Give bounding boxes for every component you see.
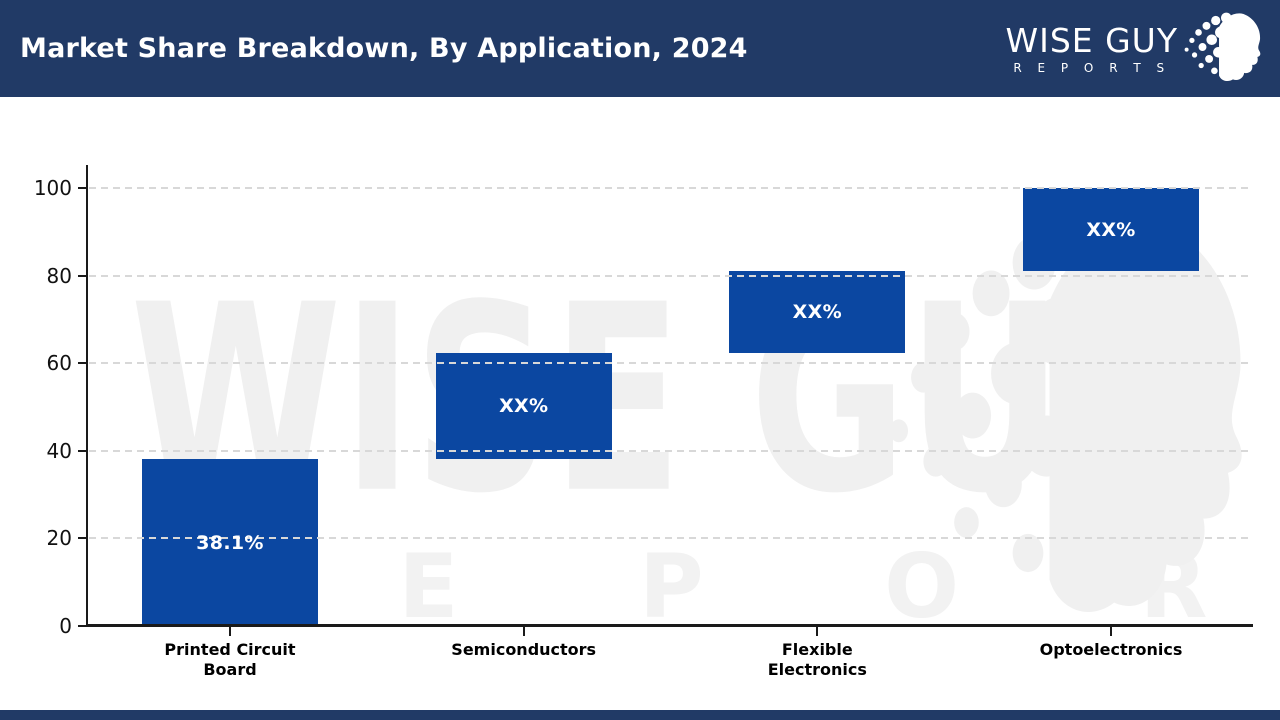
y-tick-label: 0 bbox=[59, 614, 72, 638]
grid-line bbox=[89, 274, 1253, 277]
x-tick-mark bbox=[229, 627, 231, 636]
y-tick-label: 80 bbox=[46, 263, 72, 288]
x-category-label: Printed Circuit Board bbox=[100, 640, 360, 680]
x-category-label-line: Flexible bbox=[781, 640, 853, 659]
y-tick-mark bbox=[78, 187, 86, 189]
grid-line bbox=[89, 362, 1253, 365]
y-tick-mark bbox=[78, 274, 86, 277]
grid-line bbox=[89, 449, 1253, 452]
x-category-label-line: Optoelectronics bbox=[1039, 640, 1183, 659]
y-tick-label: 100 bbox=[33, 176, 72, 200]
brand-logo-text: WISE GUY R E P O R T S bbox=[1005, 20, 1178, 75]
bars-layer bbox=[0, 97, 1280, 710]
y-tick-label: 40 bbox=[46, 438, 72, 463]
x-category-label-line: Board bbox=[203, 660, 257, 679]
page-title: Market Share Breakdown, By Application, … bbox=[20, 33, 748, 64]
x-category-label-line: Electronics bbox=[767, 660, 867, 679]
header-bar: Market Share Breakdown, By Application, … bbox=[0, 0, 1280, 97]
y-axis-line bbox=[86, 165, 88, 626]
x-axis-line bbox=[86, 624, 1253, 627]
brand-logo-face-icon bbox=[1184, 12, 1261, 82]
bar-segment bbox=[729, 271, 906, 354]
x-category-label-line: Semiconductors bbox=[451, 640, 597, 659]
y-tick-label: 20 bbox=[46, 526, 72, 551]
bar-segment bbox=[1023, 188, 1199, 272]
gridline-layer bbox=[0, 97, 1280, 710]
brand-logo-subtitle: R E P O R T S bbox=[1013, 60, 1171, 75]
watermark-face-icon bbox=[889, 217, 1242, 612]
x-tick-mark bbox=[522, 627, 525, 636]
bar-segment bbox=[435, 353, 612, 460]
bar-segment bbox=[142, 459, 318, 626]
x-category-label: Flexible Electronics bbox=[687, 640, 947, 680]
grid-line bbox=[89, 537, 1253, 540]
y-tick-mark bbox=[78, 362, 86, 365]
x-category-label: Optoelectronics bbox=[981, 640, 1241, 660]
brand-logo: WISE GUY R E P O R T S bbox=[1005, 6, 1266, 92]
grid-line bbox=[89, 187, 1253, 189]
y-tick-mark bbox=[78, 537, 86, 540]
x-tick-mark bbox=[816, 627, 819, 636]
axes-layer: 0 20 40 60 80 100 Printed Circuit Board Semicon… bbox=[0, 97, 1280, 710]
brand-logo-wordmark: WISE GUY bbox=[1005, 20, 1178, 60]
chart-area: WISE GUY R E P O R T S 38.1%XX%XX%XX% 02… bbox=[0, 97, 1280, 710]
x-category-label-line: Printed Circuit bbox=[164, 640, 296, 659]
x-category-label: Semiconductors bbox=[394, 640, 654, 660]
y-tick-label: 60 bbox=[46, 351, 72, 376]
x-tick-mark bbox=[1110, 627, 1112, 636]
footer-bar bbox=[0, 710, 1280, 720]
y-tick-mark bbox=[78, 625, 86, 627]
y-tick-mark bbox=[78, 449, 86, 452]
